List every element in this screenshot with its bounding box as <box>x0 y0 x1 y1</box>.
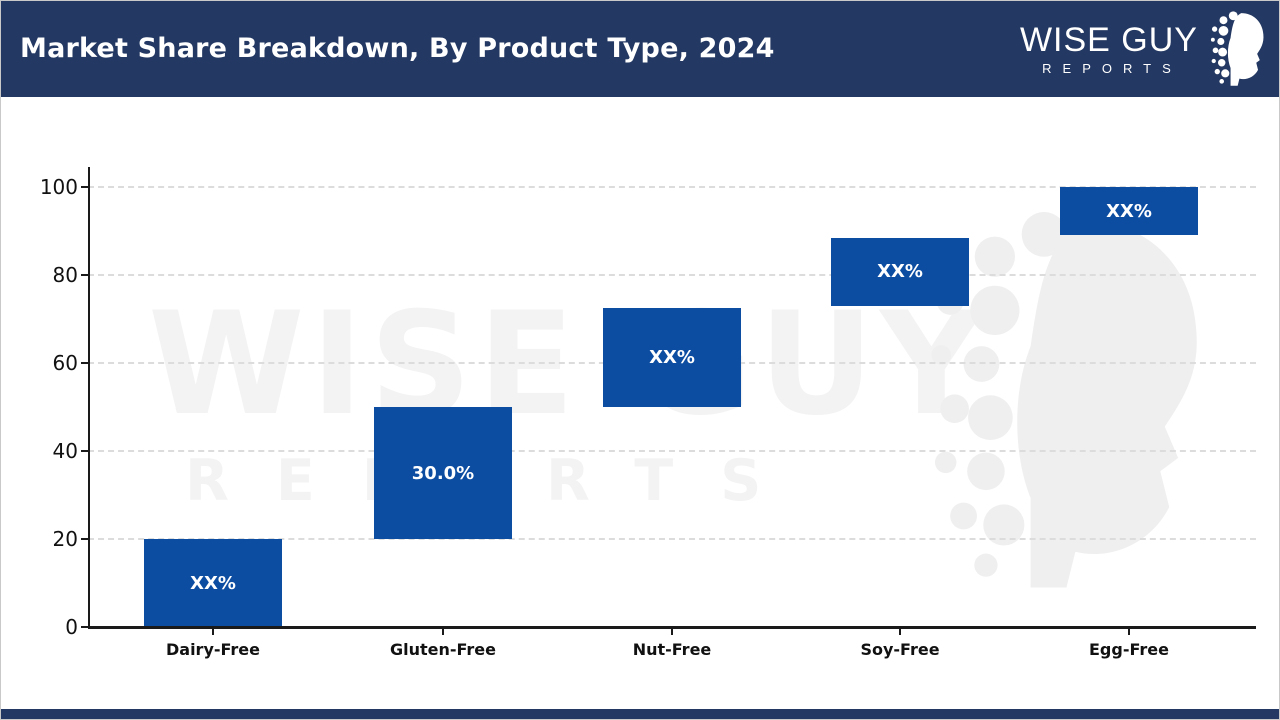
brand-logo: WISE GUY REPORTS <box>1020 6 1266 92</box>
y-axis-tick <box>81 538 88 540</box>
y-tick-label: 100 <box>39 175 78 199</box>
x-axis-tick <box>212 627 214 635</box>
bar-nut-free: XX% <box>603 308 741 407</box>
y-axis-tick <box>81 274 88 276</box>
bar-value-label: XX% <box>1106 200 1152 222</box>
logo-wordmark: WISE GUY REPORTS <box>1020 23 1198 75</box>
bar-value-label: XX% <box>649 347 695 368</box>
watermark-wordmark: WISE GUY <box>148 282 989 447</box>
y-tick-label: 40 <box>52 439 78 463</box>
logo-wiseguy-text: WISE GUY <box>1019 21 1198 59</box>
bar-dairy-free: XX% <box>144 539 282 627</box>
bar-gluten-free: 30.0% <box>374 407 512 539</box>
y-axis-tick <box>81 450 88 452</box>
bar-value-label: XX% <box>877 261 923 283</box>
x-axis-tick <box>1128 627 1130 635</box>
y-axis <box>88 167 90 627</box>
gridline <box>88 450 1256 452</box>
x-tick-label: Gluten-Free <box>389 640 497 659</box>
gridline <box>88 538 1256 540</box>
page-title: Market Share Breakdown, By Product Type,… <box>20 33 775 64</box>
footer-bar <box>0 709 1280 720</box>
x-tick-label: Nut-Free <box>632 640 712 659</box>
y-tick-label: 0 <box>65 615 78 639</box>
x-axis-tick <box>671 627 673 635</box>
y-tick-label: 80 <box>52 263 78 287</box>
bar-soy-free: XX% <box>831 237 969 306</box>
bar-egg-free: XX% <box>1060 187 1198 236</box>
y-axis-tick <box>81 626 88 628</box>
gridline <box>88 186 1256 188</box>
x-axis-tick <box>442 627 444 635</box>
y-axis-tick <box>81 186 88 188</box>
x-tick-label: Dairy-Free <box>165 640 261 659</box>
header-bar: Market Share Breakdown, By Product Type,… <box>0 0 1280 97</box>
bar-value-label: 30.0% <box>411 462 475 484</box>
y-axis-tick <box>81 362 88 364</box>
x-axis <box>88 626 1256 629</box>
y-tick-label: 20 <box>52 527 78 551</box>
gridline <box>88 274 1256 276</box>
bar-value-label: XX% <box>190 572 236 594</box>
x-axis-tick <box>899 627 901 635</box>
x-tick-label: Egg-Free <box>1089 640 1169 659</box>
x-tick-label: Soy-Free <box>860 640 940 659</box>
logo-reports-text: REPORTS <box>1042 61 1182 76</box>
face-logo-icon <box>1210 11 1264 86</box>
y-tick-label: 60 <box>52 351 78 375</box>
